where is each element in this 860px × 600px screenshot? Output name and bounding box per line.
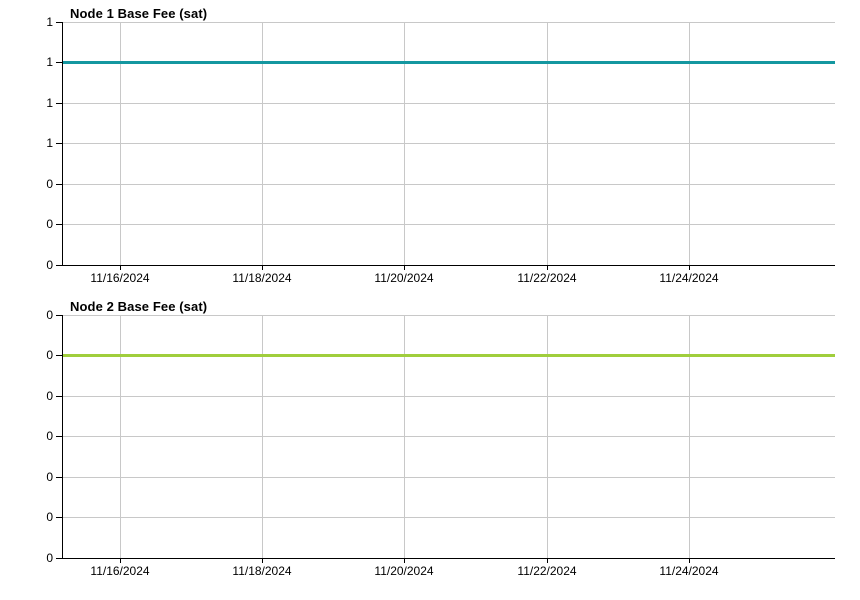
x-axis-tick <box>689 558 690 563</box>
y-axis-label: 0 <box>46 389 53 403</box>
y-axis-tick <box>56 143 62 144</box>
x-axis-node-2 <box>62 558 835 559</box>
y-axis-label: 0 <box>46 258 53 272</box>
gridline-vertical <box>262 315 263 558</box>
y-axis-tick <box>56 265 62 266</box>
y-axis-label: 1 <box>46 96 53 110</box>
y-axis-labels-node-2: 0 0 0 0 0 0 0 <box>0 293 53 593</box>
gridline-vertical <box>404 315 405 558</box>
y-axis-tick <box>56 558 62 559</box>
y-axis-label: 0 <box>46 429 53 443</box>
x-axis-label: 11/16/2024 <box>90 271 150 285</box>
data-series-line-node-1 <box>62 61 835 64</box>
y-axis-tick <box>56 224 62 225</box>
x-axis-label: 11/16/2024 <box>90 564 150 578</box>
y-axis-label: 1 <box>46 55 53 69</box>
y-axis-tick <box>56 477 62 478</box>
x-axis-label: 11/20/2024 <box>374 271 434 285</box>
x-axis-tick <box>547 558 548 563</box>
chart-title-node-1: Node 1 Base Fee (sat) <box>70 6 208 21</box>
x-axis-tick <box>547 265 548 270</box>
gridline-horizontal <box>62 315 835 316</box>
gridline-horizontal <box>62 184 835 185</box>
y-axis-tick <box>56 22 62 23</box>
plot-area-node-1 <box>62 22 835 265</box>
x-axis-label: 11/22/2024 <box>517 564 577 578</box>
x-axis-tick <box>120 265 121 270</box>
y-axis-node-1 <box>62 22 63 266</box>
y-axis-tick <box>56 103 62 104</box>
y-axis-label: 0 <box>46 470 53 484</box>
gridline-vertical <box>689 315 690 558</box>
y-axis-tick <box>56 184 62 185</box>
gridline-vertical <box>120 22 121 265</box>
gridline-vertical <box>120 315 121 558</box>
x-axis-tick <box>120 558 121 563</box>
x-axis-label: 11/20/2024 <box>374 564 434 578</box>
gridline-horizontal <box>62 517 835 518</box>
x-axis-label: 11/24/2024 <box>659 564 719 578</box>
gridline-horizontal <box>62 103 835 104</box>
x-axis-label: 11/18/2024 <box>232 271 292 285</box>
x-axis-node-1 <box>62 265 835 266</box>
x-axis-label: 11/22/2024 <box>517 271 577 285</box>
plot-area-node-2 <box>62 315 835 558</box>
x-axis-label: 11/18/2024 <box>232 564 292 578</box>
chart-node-2-base-fee: Node 2 Base Fee (sat) 0 0 0 0 0 0 0 11/1… <box>0 293 860 593</box>
data-series-line-node-2 <box>62 354 835 357</box>
gridline-vertical <box>689 22 690 265</box>
y-axis-node-2 <box>62 315 63 559</box>
y-axis-label: 0 <box>46 177 53 191</box>
gridline-vertical <box>404 22 405 265</box>
y-axis-tick <box>56 517 62 518</box>
y-axis-labels-node-1: 1 1 1 1 0 0 0 <box>0 0 53 300</box>
y-axis-tick <box>56 436 62 437</box>
y-axis-label: 1 <box>46 136 53 150</box>
y-axis-label: 0 <box>46 348 53 362</box>
gridline-horizontal <box>62 143 835 144</box>
gridline-horizontal <box>62 224 835 225</box>
y-axis-label: 0 <box>46 308 53 322</box>
x-axis-tick <box>262 265 263 270</box>
y-axis-tick <box>56 355 62 356</box>
gridline-horizontal <box>62 396 835 397</box>
y-axis-label: 0 <box>46 551 53 565</box>
x-axis-tick <box>404 558 405 563</box>
y-axis-label: 0 <box>46 217 53 231</box>
y-axis-tick <box>56 315 62 316</box>
y-axis-tick <box>56 62 62 63</box>
y-axis-label: 1 <box>46 15 53 29</box>
x-axis-tick <box>689 265 690 270</box>
y-axis-tick <box>56 396 62 397</box>
gridline-horizontal <box>62 22 835 23</box>
gridline-vertical <box>547 22 548 265</box>
gridline-vertical <box>547 315 548 558</box>
x-axis-label: 11/24/2024 <box>659 271 719 285</box>
chart-node-1-base-fee: Node 1 Base Fee (sat) 1 1 1 1 0 0 0 11/1… <box>0 0 835 300</box>
y-axis-label: 0 <box>46 510 53 524</box>
gridline-vertical <box>262 22 263 265</box>
gridline-horizontal <box>62 477 835 478</box>
x-axis-tick <box>262 558 263 563</box>
chart-title-node-2: Node 2 Base Fee (sat) <box>70 299 208 314</box>
gridline-horizontal <box>62 436 835 437</box>
x-axis-tick <box>404 265 405 270</box>
